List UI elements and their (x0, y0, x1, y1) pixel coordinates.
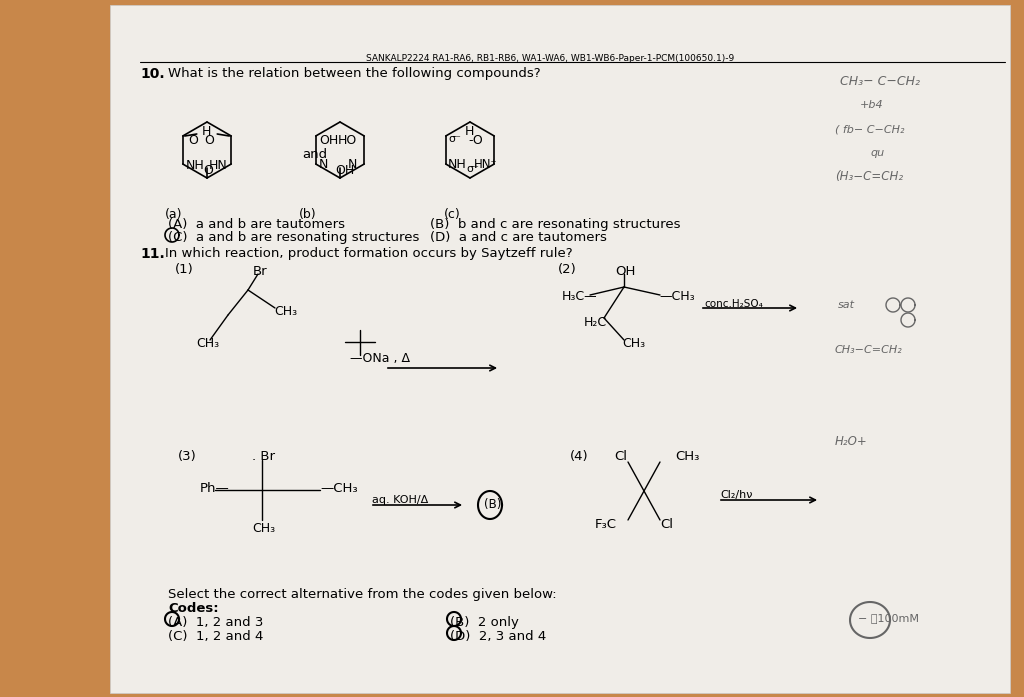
Text: (D)  a and c are tautomers: (D) a and c are tautomers (430, 231, 607, 244)
Text: CH₃: CH₃ (196, 337, 219, 350)
Text: Select the correct alternative from the codes given below:: Select the correct alternative from the … (168, 588, 557, 601)
Text: ( fb− C−CH₂: ( fb− C−CH₂ (835, 125, 904, 135)
Text: —CH₃: —CH₃ (659, 290, 694, 303)
Text: —CH₃: —CH₃ (319, 482, 357, 495)
Text: HO: HO (338, 134, 357, 147)
Text: (3): (3) (178, 450, 197, 463)
Text: Cl₂/hν: Cl₂/hν (720, 490, 753, 500)
Text: (C)  a and b are resonating structures: (C) a and b are resonating structures (168, 231, 420, 244)
Text: (A)  a and b are tautomers: (A) a and b are tautomers (168, 218, 345, 231)
Text: aq. KOH/Δ: aq. KOH/Δ (372, 495, 428, 505)
Text: O: O (204, 134, 214, 147)
Text: (2): (2) (558, 263, 577, 276)
Text: (B): (B) (484, 498, 502, 511)
Text: —ONa , Δ: —ONa , Δ (350, 352, 410, 365)
Text: In which reaction, product formation occurs by Saytzeff rule?: In which reaction, product formation occ… (165, 247, 572, 260)
Text: Codes:: Codes: (168, 602, 219, 615)
Text: CH₃: CH₃ (274, 305, 297, 318)
Text: +b4: +b4 (860, 100, 884, 110)
Text: (B)  b and c are resonating structures: (B) b and c are resonating structures (430, 218, 681, 231)
Text: CH₃: CH₃ (252, 522, 275, 535)
Text: CH₃−C=CH₂: CH₃−C=CH₂ (835, 345, 903, 355)
Text: and: and (302, 148, 327, 161)
Text: (C)  1, 2 and 4: (C) 1, 2 and 4 (168, 630, 263, 643)
Text: H₂O+: H₂O+ (835, 435, 867, 448)
Text: conc.H₂SO₄: conc.H₂SO₄ (705, 299, 763, 309)
Text: Ph—: Ph— (200, 482, 229, 495)
Text: (A)  1, 2 and 3: (A) 1, 2 and 3 (168, 616, 263, 629)
Text: N: N (348, 158, 357, 171)
Text: HN: HN (209, 159, 228, 172)
Text: HN⁺: HN⁺ (474, 158, 498, 171)
Text: 10.: 10. (140, 67, 165, 81)
Text: OH: OH (318, 134, 338, 147)
Text: OH: OH (615, 265, 635, 278)
Text: F₃C: F₃C (595, 518, 617, 531)
Text: 11.: 11. (140, 247, 165, 261)
Text: (H₃−C=CH₂: (H₃−C=CH₂ (835, 170, 903, 183)
Text: (D)  2, 3 and 4: (D) 2, 3 and 4 (450, 630, 546, 643)
Text: qu: qu (870, 148, 884, 158)
Text: CH₃: CH₃ (675, 450, 699, 463)
Text: CH₃− C−CH₂: CH₃− C−CH₂ (840, 75, 920, 88)
Text: σ⁺: σ⁺ (466, 164, 479, 174)
Text: -O: -O (468, 134, 483, 147)
Text: Br: Br (253, 265, 267, 278)
Text: Cl: Cl (614, 450, 627, 463)
Text: − Ⓞ100mM: − Ⓞ100mM (858, 613, 919, 623)
FancyBboxPatch shape (110, 5, 1010, 693)
Text: SANKALP2224 RA1-RA6, RB1-RB6, WA1-WA6, WB1-WB6-Paper-1-PCM(100650.1)-9: SANKALP2224 RA1-RA6, RB1-RB6, WA1-WA6, W… (366, 54, 734, 63)
Text: O: O (187, 134, 198, 147)
Text: (b): (b) (299, 208, 316, 221)
Text: H: H (465, 125, 474, 138)
Text: σ⁻: σ⁻ (449, 134, 462, 144)
Text: H: H (202, 125, 211, 138)
Text: H₃C—: H₃C— (562, 290, 598, 303)
Text: Cl: Cl (660, 518, 673, 531)
Text: What is the relation between the following compounds?: What is the relation between the followi… (168, 67, 541, 80)
Text: (1): (1) (175, 263, 194, 276)
Text: (a): (a) (165, 208, 182, 221)
Text: . Br: . Br (252, 450, 275, 463)
Text: O: O (203, 164, 213, 177)
Text: NH: NH (185, 159, 205, 172)
Text: NH: NH (447, 158, 467, 171)
Text: CH₃: CH₃ (622, 337, 645, 350)
Text: (B)  2 only: (B) 2 only (450, 616, 519, 629)
Text: N: N (318, 158, 328, 171)
Text: OH: OH (335, 164, 354, 177)
Text: (4): (4) (570, 450, 589, 463)
Text: (c): (c) (444, 208, 461, 221)
Text: H₂C: H₂C (584, 316, 607, 329)
Text: sat: sat (838, 300, 855, 310)
